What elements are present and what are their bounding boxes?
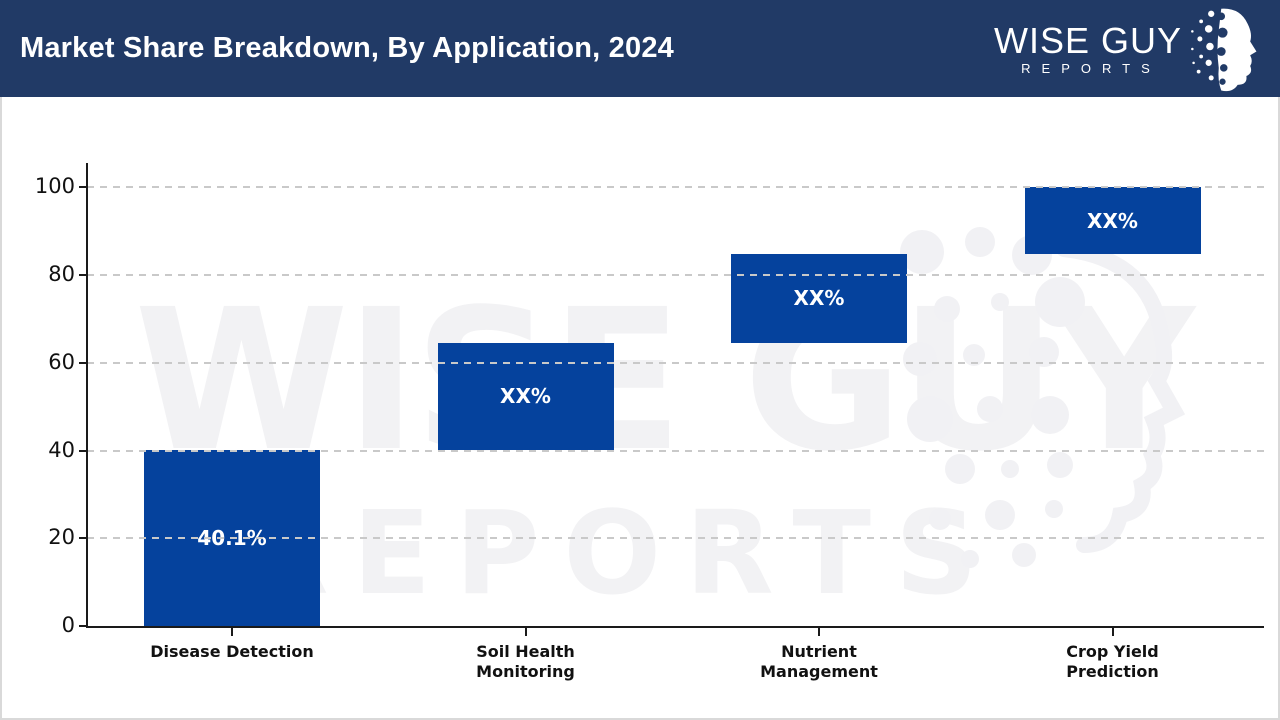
x-axis-category-label: Soil Health Monitoring <box>476 642 575 681</box>
gridline <box>87 361 1270 364</box>
bar: XX% <box>1024 187 1201 254</box>
y-axis-tick <box>79 186 87 189</box>
logo-face-icon <box>1191 8 1257 91</box>
x-axis-tick <box>231 628 233 636</box>
bar-value-label: XX% <box>1087 208 1138 233</box>
y-axis-tick <box>79 361 87 364</box>
y-axis-tick <box>79 274 87 276</box>
logo-wordmark: WISE GUY <box>993 20 1182 61</box>
gridline <box>87 274 1270 276</box>
y-axis-tick <box>79 625 87 627</box>
y-axis-tick-label: 60 <box>48 349 75 374</box>
x-axis-tick <box>1111 628 1114 636</box>
watermark-text-line2: REPORTS <box>240 487 1002 621</box>
wise-guy-logo: WISE GUY REPORTS <box>994 5 1280 93</box>
y-axis-line <box>86 163 88 628</box>
bar: XX% <box>731 253 907 343</box>
x-axis-category-label: Disease Detection <box>150 642 314 661</box>
bar: XX% <box>437 342 614 451</box>
bar-value-label: XX% <box>793 286 845 311</box>
gridline <box>87 537 1270 540</box>
x-axis-tick <box>818 628 820 636</box>
y-axis-tick-label: 40 <box>48 437 75 462</box>
watermark-face-icon <box>900 227 1186 568</box>
y-axis-tick-label: 20 <box>48 525 75 550</box>
chart-area: WISE GUY REPORTS 0 20 40 60 80 100 40.1% XX% XX%… <box>0 97 1280 720</box>
x-axis-line <box>86 626 1264 628</box>
bar-value-label: XX% <box>500 384 551 409</box>
logo-text: WISE GUY REPORTS <box>993 20 1182 77</box>
gridline <box>87 186 1270 189</box>
x-axis-tick <box>524 628 527 636</box>
y-axis-tick-label: 0 <box>61 613 75 637</box>
y-axis-tick <box>79 537 87 540</box>
y-axis-tick-label: 80 <box>48 262 75 286</box>
x-axis-category-label: Nutrient Management <box>760 642 878 681</box>
y-axis-tick <box>79 449 87 452</box>
page-title: Market Share Breakdown, By Application, … <box>20 32 674 64</box>
header-bar: Market Share Breakdown, By Application, … <box>0 0 1280 97</box>
logo-subtext: REPORTS <box>1021 61 1161 76</box>
y-axis-tick-label: 100 <box>34 174 75 199</box>
x-axis-category-label: Crop Yield Prediction <box>1066 642 1159 681</box>
gridline <box>87 449 1270 452</box>
